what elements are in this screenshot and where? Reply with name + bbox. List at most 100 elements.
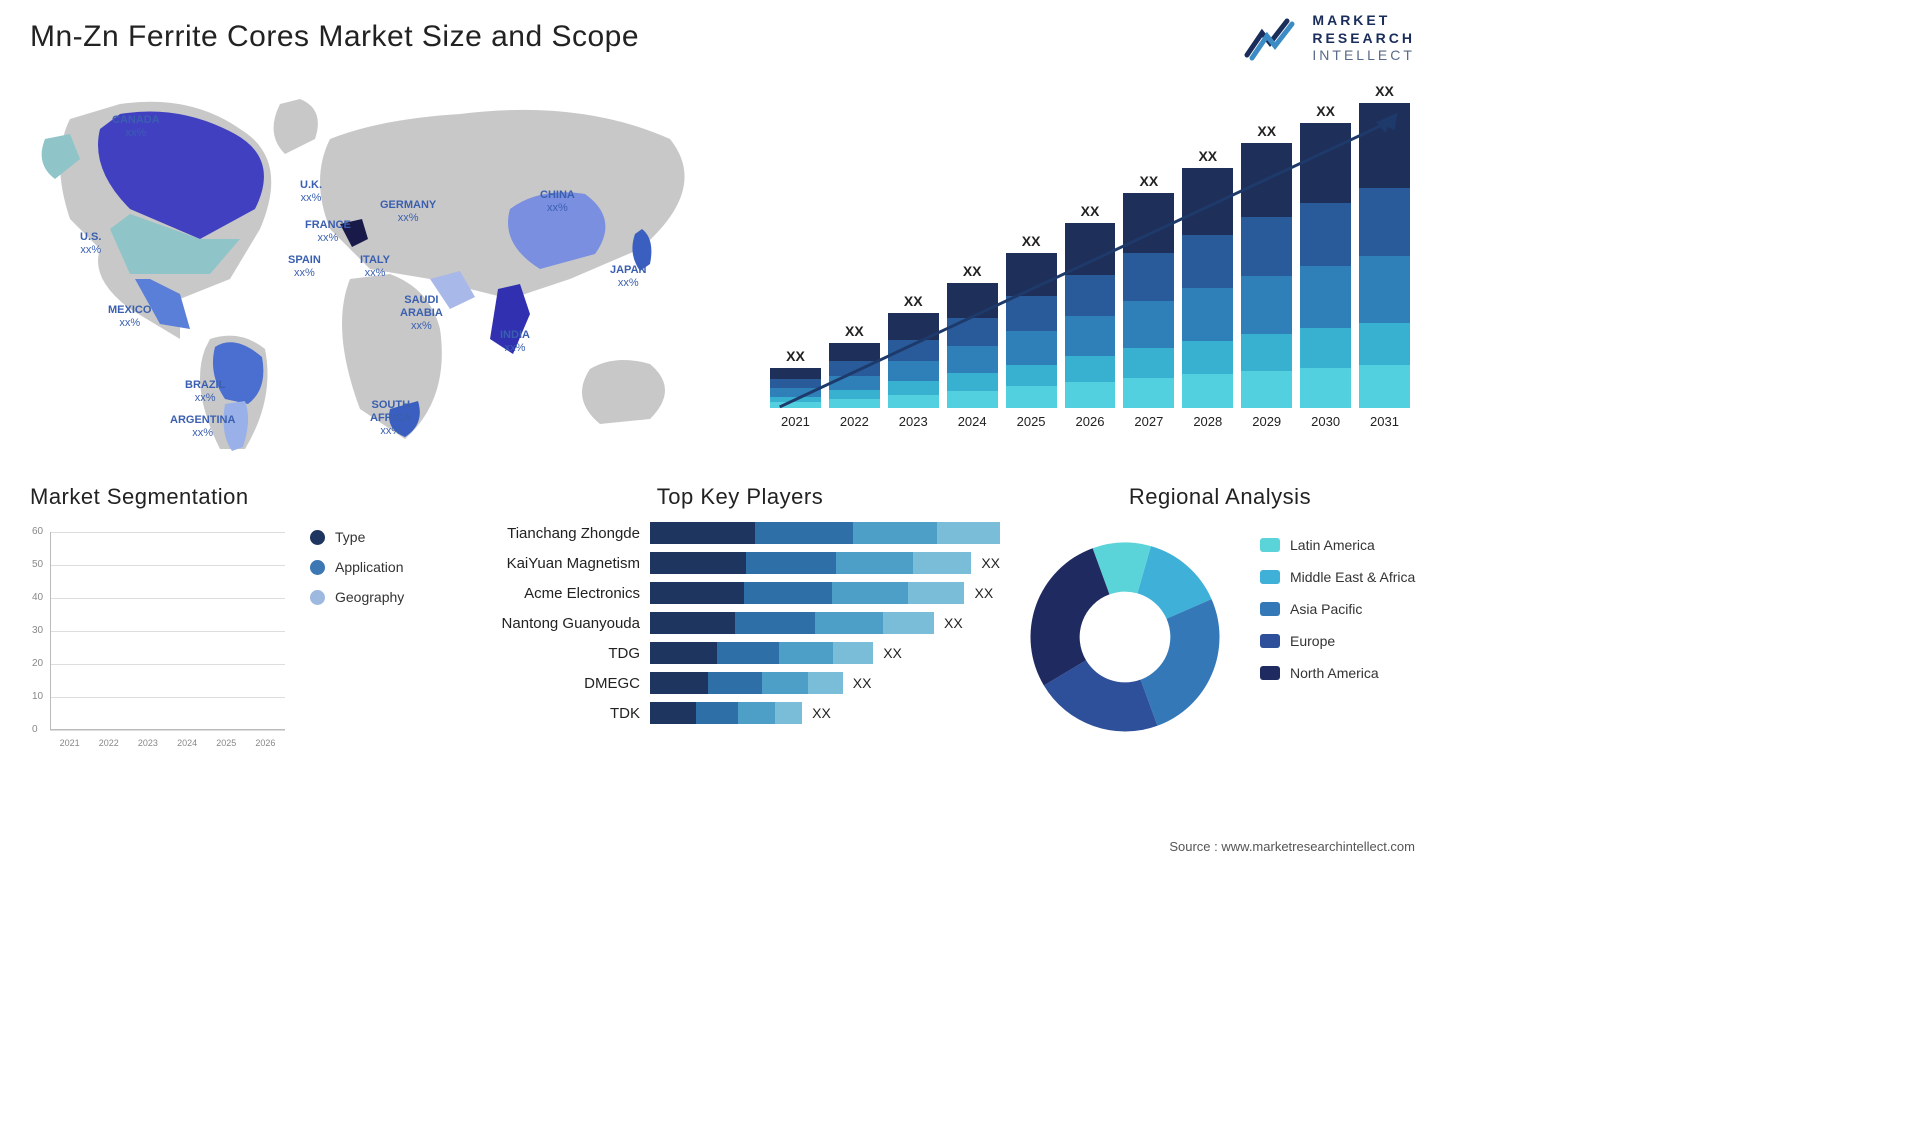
player-name: Tianchang Zhongde: [480, 525, 650, 542]
map-label: GERMANYxx%: [380, 199, 436, 225]
map-label: SPAINxx%: [288, 254, 321, 280]
growth-bar: XX 2022: [829, 323, 880, 429]
growth-chart: XX2021XX2022XX2023XX2024XX2025XX2026XX20…: [760, 79, 1420, 459]
page-title: Mn-Zn Ferrite Cores Market Size and Scop…: [30, 20, 1420, 54]
growth-value-label: XX: [1257, 123, 1276, 139]
growth-year-label: 2031: [1370, 414, 1399, 429]
map-label: BRAZILxx%: [185, 379, 225, 405]
growth-bar: XX 2028: [1182, 148, 1233, 429]
map-label: ARGENTINAxx%: [170, 414, 235, 440]
map-label: JAPANxx%: [610, 264, 646, 290]
growth-value-label: XX: [1081, 203, 1100, 219]
player-value: XX: [944, 615, 963, 631]
legend-item: Type: [310, 529, 404, 545]
seg-year-label: 2021: [60, 738, 80, 748]
growth-value-label: XX: [963, 263, 982, 279]
segmentation-title: Market Segmentation: [30, 484, 290, 510]
map-label: MEXICOxx%: [108, 304, 151, 330]
growth-value-label: XX: [1375, 83, 1394, 99]
map-label: CANADAxx%: [112, 114, 160, 140]
segmentation-panel: Market Segmentation 01020304050602021202…: [30, 484, 460, 752]
y-tick: 10: [32, 691, 43, 702]
y-tick: 20: [32, 658, 43, 669]
key-players-panel: Top Key Players Tianchang Zhongde KaiYuan…: [480, 484, 1000, 752]
player-name: DMEGC: [480, 675, 650, 692]
map-label: ITALYxx%: [360, 254, 390, 280]
growth-year-label: 2026: [1076, 414, 1105, 429]
growth-bar: XX 2029: [1241, 123, 1292, 429]
players-title: Top Key Players: [480, 484, 1000, 510]
growth-value-label: XX: [1140, 173, 1159, 189]
growth-bar: XX 2026: [1065, 203, 1116, 429]
growth-year-label: 2023: [899, 414, 928, 429]
growth-year-label: 2029: [1252, 414, 1281, 429]
growth-bar: XX2030: [1300, 103, 1351, 429]
growth-value-label: XX: [1022, 233, 1041, 249]
map-label: U.K.xx%: [300, 179, 322, 205]
seg-year-label: 2026: [255, 738, 275, 748]
player-name: KaiYuan Magnetism: [480, 555, 650, 572]
map-label: FRANCExx%: [305, 219, 351, 245]
regional-panel: Regional Analysis Latin America Middle Ea…: [1020, 484, 1420, 752]
map-label: SAUDIARABIAxx%: [400, 294, 443, 334]
player-row: TDGXX: [480, 642, 1000, 664]
segmentation-legend: Type Application Geography: [290, 484, 404, 752]
y-tick: 60: [32, 526, 43, 537]
seg-year-label: 2024: [177, 738, 197, 748]
regional-donut: [1020, 532, 1230, 742]
growth-value-label: XX: [845, 323, 864, 339]
donut-slice: [1031, 548, 1110, 685]
player-value: XX: [812, 705, 831, 721]
seg-year-label: 2025: [216, 738, 236, 748]
growth-bar: XX 2025: [1006, 233, 1057, 429]
map-label: SOUTHAFRICAxx%: [370, 399, 412, 439]
map-label: INDIAxx%: [500, 329, 530, 355]
y-tick: 40: [32, 592, 43, 603]
growth-value-label: XX: [1198, 148, 1217, 164]
player-name: TDG: [480, 645, 650, 662]
growth-value-label: XX: [786, 348, 805, 364]
growth-bar: XX 2023: [888, 293, 939, 429]
growth-year-label: 2027: [1134, 414, 1163, 429]
player-name: Nantong Guanyouda: [480, 615, 650, 632]
player-row: Acme ElectronicsXX: [480, 582, 1000, 604]
y-tick: 0: [32, 724, 38, 735]
logo-line1: MARKET: [1312, 12, 1415, 30]
map-label: CHINAxx%: [540, 189, 575, 215]
player-value: XX: [974, 585, 993, 601]
logo-line2: RESEARCH: [1312, 30, 1415, 48]
growth-year-label: 2022: [840, 414, 869, 429]
donut-slice: [1141, 599, 1220, 726]
player-value: XX: [981, 555, 1000, 571]
regional-title: Regional Analysis: [1020, 484, 1420, 510]
legend-item: North America: [1260, 665, 1415, 681]
growth-year-label: 2025: [1017, 414, 1046, 429]
growth-bar: XX 2027: [1123, 173, 1174, 429]
growth-year-label: 2024: [958, 414, 987, 429]
growth-value-label: XX: [904, 293, 923, 309]
legend-item: Geography: [310, 589, 404, 605]
legend-item: Middle East & Africa: [1260, 569, 1415, 585]
player-row: TDKXX: [480, 702, 1000, 724]
y-tick: 30: [32, 625, 43, 636]
growth-bar: XX 2031: [1359, 83, 1410, 429]
seg-year-label: 2023: [138, 738, 158, 748]
legend-item: Application: [310, 559, 404, 575]
source-text: Source : www.marketresearchintellect.com: [1169, 839, 1415, 854]
player-row: KaiYuan Magnetism XX: [480, 552, 1000, 574]
growth-year-label: 2030: [1311, 414, 1340, 429]
growth-bar: XX 2024: [947, 263, 998, 429]
regional-legend: Latin America Middle East & Africa Asia Pa…: [1230, 522, 1415, 742]
player-row: DMEGCXX: [480, 672, 1000, 694]
player-row: Tianchang Zhongde: [480, 522, 1000, 544]
segmentation-chart: 0102030405060202120222023202420252026: [30, 522, 290, 752]
map-label: U.S.xx%: [80, 231, 101, 257]
seg-year-label: 2022: [99, 738, 119, 748]
legend-item: Latin America: [1260, 537, 1415, 553]
player-row: Nantong Guanyouda XX: [480, 612, 1000, 634]
legend-item: Europe: [1260, 633, 1415, 649]
growth-year-label: 2028: [1193, 414, 1222, 429]
legend-item: Asia Pacific: [1260, 601, 1415, 617]
growth-bar: XX2021: [770, 348, 821, 429]
brand-logo: MARKET RESEARCH INTELLECT: [1242, 12, 1415, 65]
